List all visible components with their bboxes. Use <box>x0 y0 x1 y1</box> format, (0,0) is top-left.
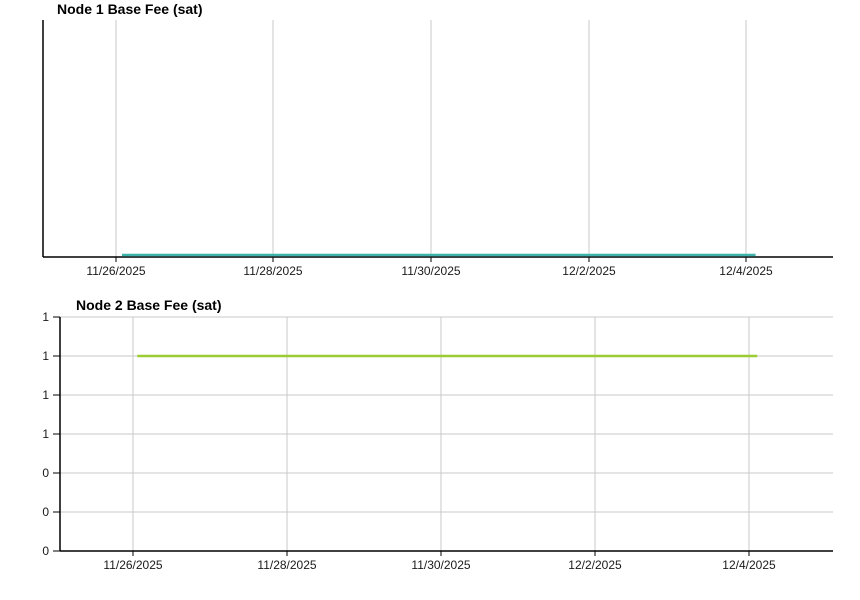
y-tick-label: 1 <box>42 310 49 324</box>
x-tick-label: 11/26/2025 <box>86 264 145 278</box>
x-tick-label: 12/4/2025 <box>719 264 773 278</box>
x-tick-label: 11/28/2025 <box>243 264 302 278</box>
y-tick-label: 0 <box>42 544 49 558</box>
y-tick-label: 0 <box>42 505 49 519</box>
x-tick-label: 11/28/2025 <box>257 558 316 572</box>
x-tick-label: 11/26/2025 <box>103 558 162 572</box>
y-tick-label: 1 <box>42 349 49 363</box>
y-tick-label: 1 <box>42 427 49 441</box>
x-tick-label: 11/30/2025 <box>401 264 460 278</box>
x-tick-label: 12/2/2025 <box>562 264 616 278</box>
node-2-chart-title: Node 2 Base Fee (sat) <box>76 297 222 313</box>
y-tick-label: 0 <box>42 466 49 480</box>
x-tick-label: 12/4/2025 <box>722 558 776 572</box>
x-tick-label: 12/2/2025 <box>568 558 622 572</box>
x-tick-label: 11/30/2025 <box>411 558 470 572</box>
y-tick-label: 1 <box>42 388 49 402</box>
node-1-chart-title: Node 1 Base Fee (sat) <box>57 1 203 17</box>
